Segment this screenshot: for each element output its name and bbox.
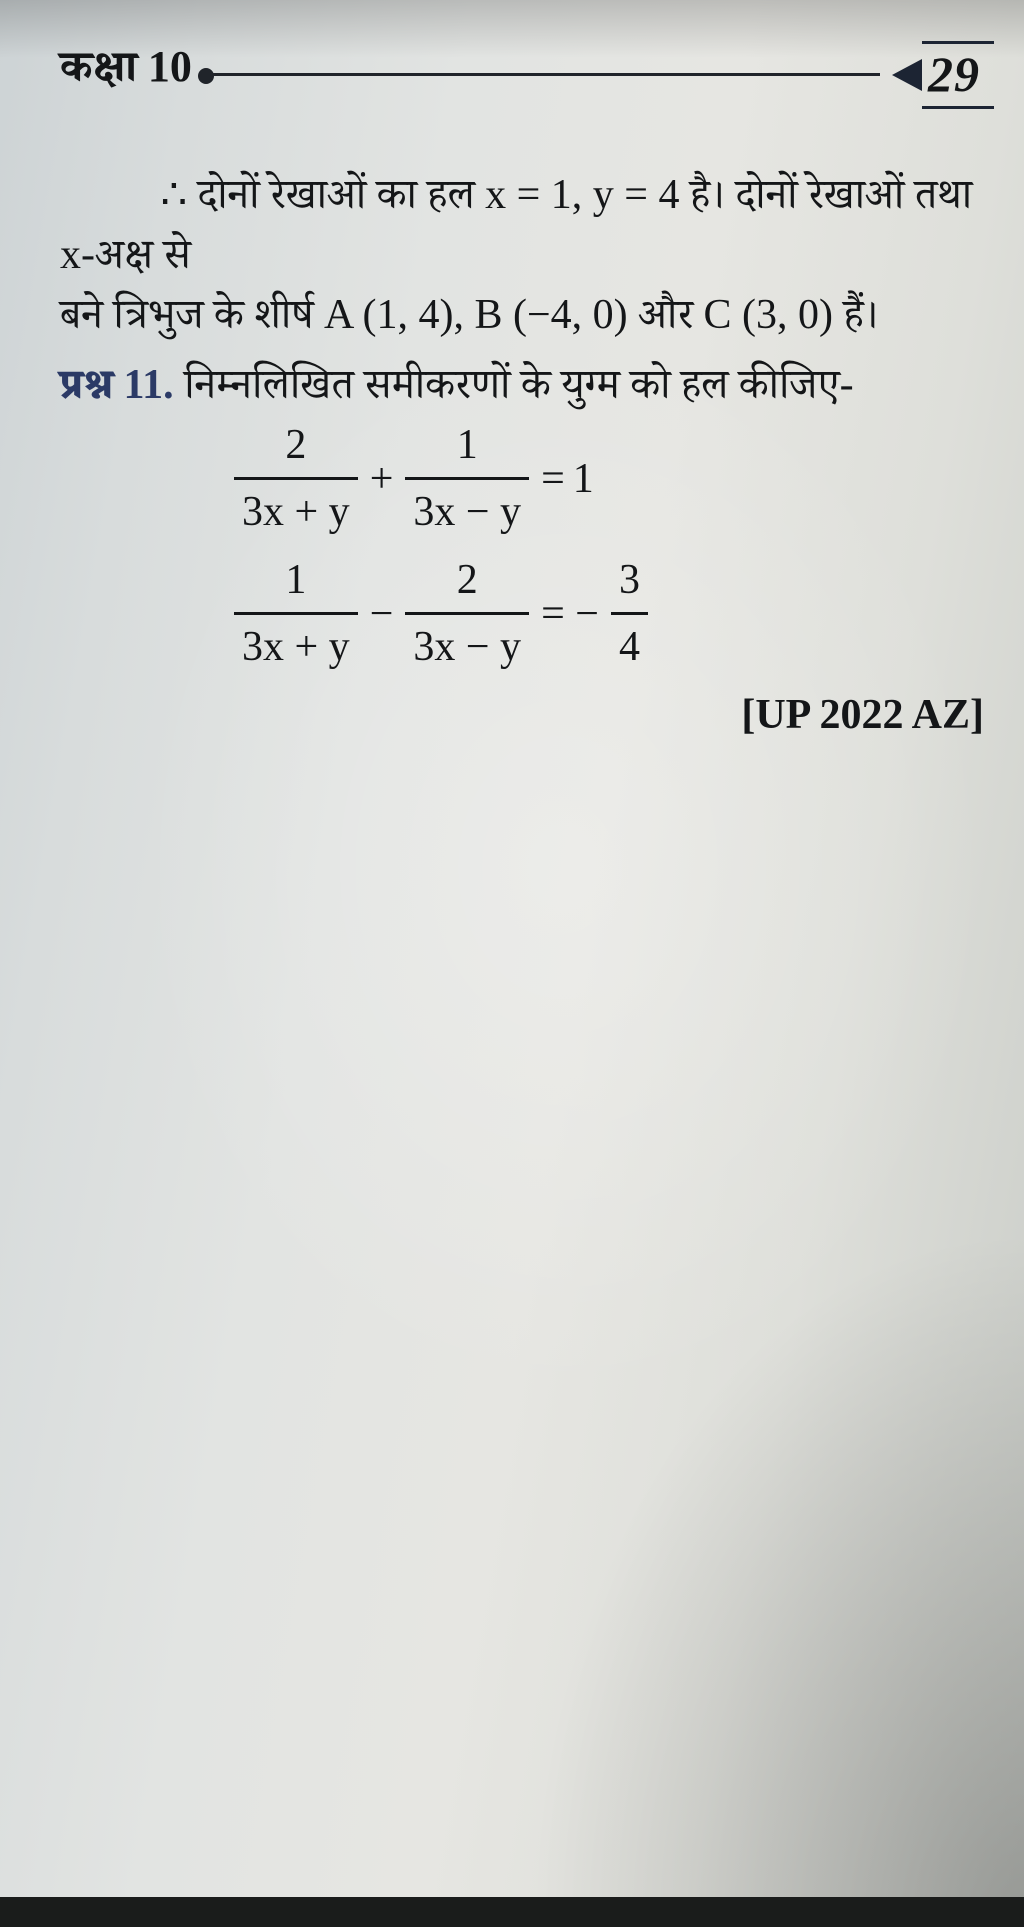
source-tag: [UP 2022 AZ] bbox=[60, 685, 994, 745]
question-row: प्रश्न 11. निम्नलिखित समीकरणों के युग्म … bbox=[60, 355, 994, 415]
eq1-rhs: 1 bbox=[573, 449, 594, 509]
eq2-t1-num: 1 bbox=[234, 550, 358, 612]
eq2-rhs-num: 3 bbox=[611, 550, 648, 612]
class-label: कक्षा 10 bbox=[60, 40, 192, 109]
therefore-symbol: ∴ bbox=[161, 172, 188, 218]
eq2-term2: 2 3x − y bbox=[405, 550, 529, 677]
equals-sign: = − bbox=[533, 584, 607, 644]
eq2-rhs: 3 4 bbox=[611, 550, 648, 677]
answer-line-2: बने त्रिभुज के शीर्ष A (1, 4), B (−4, 0)… bbox=[60, 285, 994, 345]
eq2-term1: 1 3x + y bbox=[234, 550, 358, 677]
eq1-t2-den: 3x − y bbox=[405, 480, 529, 542]
equation-2: 1 3x + y − 2 3x − y = − 3 4 bbox=[230, 550, 994, 677]
eq2-t2-num: 2 bbox=[405, 550, 529, 612]
answer-line-1: ∴ दोनों रेखाओं का हल x = 1, y = 4 है। दो… bbox=[60, 165, 994, 285]
answer-paragraph: ∴ दोनों रेखाओं का हल x = 1, y = 4 है। दो… bbox=[60, 165, 994, 345]
eq2-t1-den: 3x + y bbox=[234, 615, 358, 677]
header-row: कक्षा 10 29 bbox=[60, 40, 994, 109]
minus-sign: − bbox=[362, 584, 402, 644]
page-badge-number: 29 bbox=[922, 41, 994, 109]
question-label: प्रश्न 11. bbox=[60, 362, 174, 408]
eq1-t1-den: 3x + y bbox=[234, 480, 358, 542]
eq2-rhs-den: 4 bbox=[611, 615, 648, 677]
page-badge: 29 bbox=[892, 41, 994, 109]
eq1-t2-num: 1 bbox=[405, 415, 529, 477]
eq1-term1: 2 3x + y bbox=[234, 415, 358, 542]
equation-1: 2 3x + y + 1 3x − y = 1 bbox=[230, 415, 994, 542]
header-rule bbox=[204, 73, 880, 76]
answer-text-1: दोनों रेखाओं का हल x = 1, y = 4 है। दोनो… bbox=[60, 172, 972, 278]
eq2-t2-den: 3x − y bbox=[405, 615, 529, 677]
plus-sign: + bbox=[362, 449, 402, 509]
equals-sign: = bbox=[533, 449, 573, 509]
eq1-term2: 1 3x − y bbox=[405, 415, 529, 542]
page-badge-tail bbox=[892, 59, 922, 91]
equations-block: 2 3x + y + 1 3x − y = 1 1 3x + y − 2 bbox=[230, 415, 994, 677]
header-rule-dot bbox=[198, 68, 214, 84]
question-text: निम्नलिखित समीकरणों के युग्म को हल कीजिए… bbox=[184, 362, 853, 408]
eq1-t1-num: 2 bbox=[234, 415, 358, 477]
